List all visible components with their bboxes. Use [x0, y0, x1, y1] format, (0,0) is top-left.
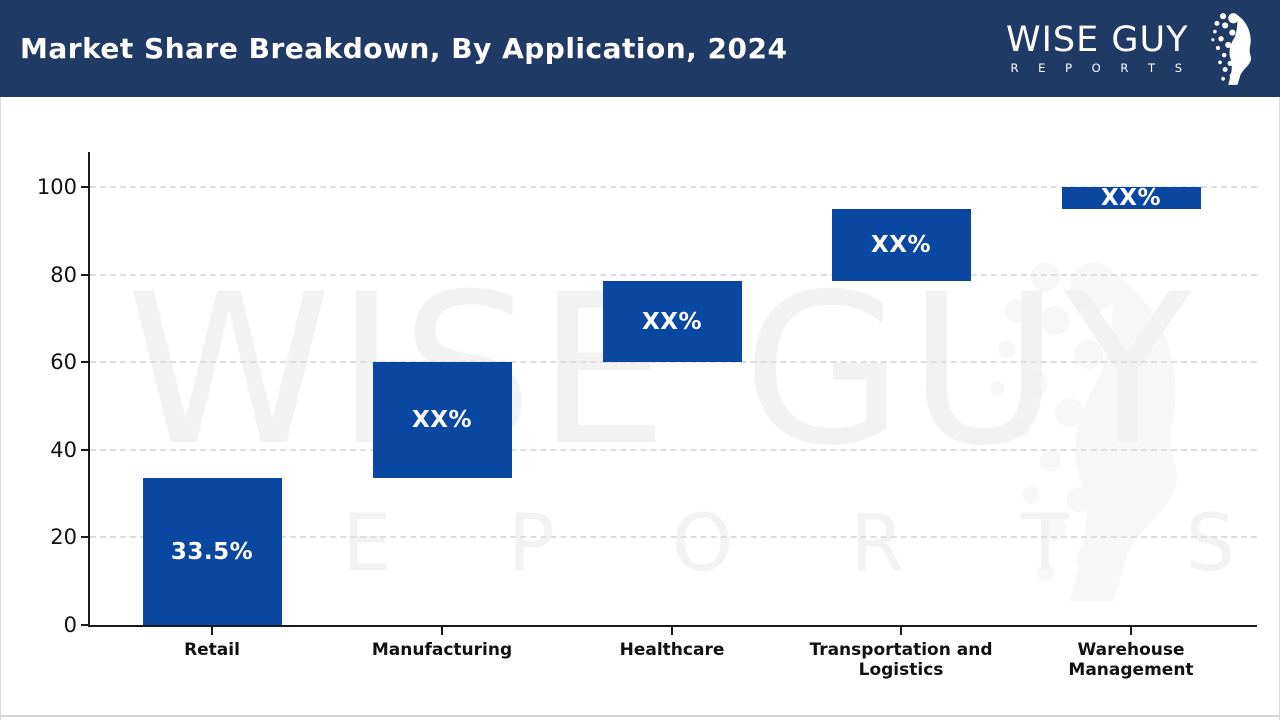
y-tick-label-60: 60 [50, 350, 77, 375]
bar-value-label-manufacturing: XX% [411, 407, 472, 434]
x-category-line: Manufacturing [371, 640, 513, 660]
gridline-80 [90, 273, 1257, 276]
y-tick-60 [81, 361, 90, 364]
dotted-head-profile-icon [1211, 12, 1252, 85]
bar-value-label-warehouse-management: XX% [1100, 184, 1161, 211]
y-tick-80 [81, 273, 90, 276]
gridline-20 [90, 536, 1257, 539]
x-tick-retail [211, 627, 213, 635]
header-bar: Market Share Breakdown, By Application, … [0, 0, 1280, 97]
bar-transportation-and-logistics: XX% [831, 208, 971, 282]
x-axis-line [88, 625, 1257, 627]
bar-manufacturing: XX% [372, 362, 512, 479]
x-category-line: Transportation and [809, 640, 993, 660]
x-tick-transportation-and-logistics [900, 627, 902, 635]
bottom-divider [1, 715, 1279, 717]
bar-healthcare: XX% [602, 281, 742, 363]
x-tick-warehouse-management [1130, 627, 1132, 635]
dotted-head-profile-watermark [989, 262, 1178, 602]
y-tick-40 [81, 448, 90, 451]
bar-warehouse-management: XX% [1061, 184, 1201, 211]
x-category-line: Retail [184, 640, 240, 660]
chart-canvas: WISE GUY R E P O R T S 0 20 40 60 80 100 33.5%… [0, 97, 1280, 720]
y-tick-0 [81, 624, 90, 626]
logo-subtitle: R E P O R T S [1010, 60, 1190, 75]
bar-value-label-retail: 33.5% [170, 538, 254, 565]
x-category-label-warehouse-management: Warehouse Management [1011, 640, 1251, 680]
gridline-60 [90, 361, 1257, 364]
logo-name: WISE GUY [1005, 19, 1189, 60]
x-category-label-healthcare: Healthcare [552, 640, 792, 660]
wise-guy-logo: WISE GUY R E P O R T S [1005, 10, 1253, 88]
x-category-line: Management [1068, 660, 1194, 680]
y-tick-label-0: 0 [63, 613, 77, 637]
x-category-line: Healthcare [619, 640, 725, 660]
bar-value-label-healthcare: XX% [641, 308, 702, 335]
x-category-line: Warehouse [1077, 640, 1185, 660]
y-tick-label-20: 20 [50, 525, 77, 550]
plot-area: 0 20 40 60 80 100 33.5% Retail XX% Manufacturing X… [1, 97, 1279, 720]
x-category-label-manufacturing: Manufacturing [322, 640, 562, 660]
x-category-label-transportation-and-logistics: Transportation and Logistics [781, 640, 1021, 680]
logo-text: WISE GUY R E P O R T S [1005, 19, 1191, 75]
y-tick-label-40: 40 [50, 437, 77, 462]
gridline-100 [90, 186, 1257, 188]
x-category-label-retail: Retail [92, 640, 332, 660]
bar-value-label-transportation-and-logistics: XX% [870, 232, 931, 259]
y-tick-label-100: 100 [36, 175, 77, 199]
y-tick-label-80: 80 [50, 262, 77, 287]
bar-retail: 33.5% [142, 478, 282, 625]
gridline-40 [90, 448, 1257, 451]
x-tick-healthcare [671, 627, 673, 635]
x-category-line: Logistics [858, 660, 944, 680]
y-axis-line [88, 152, 90, 627]
y-tick-100 [81, 186, 90, 188]
page-title: Market Share Breakdown, By Application, … [20, 32, 788, 65]
x-tick-manufacturing [441, 627, 443, 635]
y-tick-20 [81, 536, 90, 539]
